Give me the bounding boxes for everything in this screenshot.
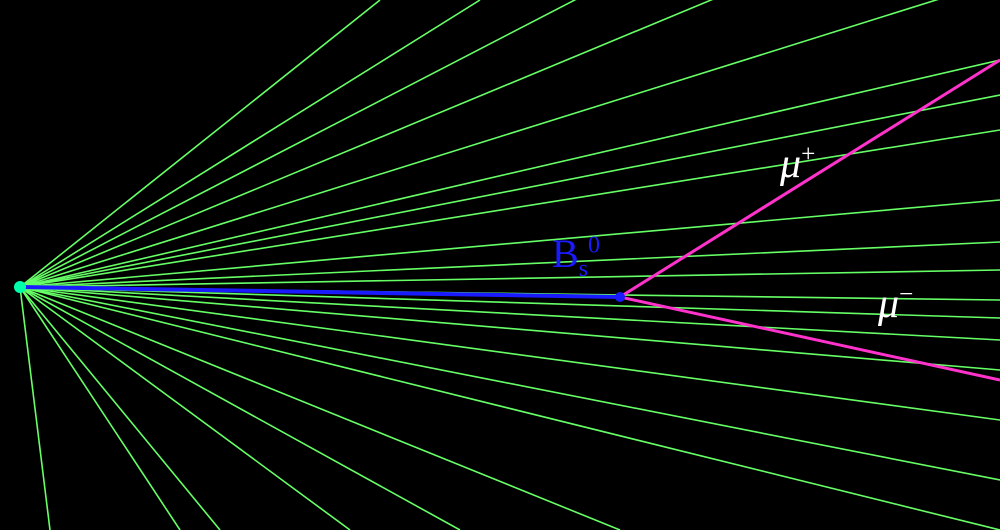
bs-sup: 0 <box>588 233 600 259</box>
bs-sub: s <box>579 256 588 282</box>
background-track <box>20 287 180 530</box>
background-track <box>20 287 350 530</box>
background-track <box>20 60 1000 287</box>
track-canvas <box>0 0 1000 530</box>
background-track <box>20 130 1000 287</box>
bs-meson-label: Bs0 <box>552 230 600 277</box>
mu-minus-sup: − <box>899 281 913 308</box>
background-track <box>20 242 1000 287</box>
background-track <box>20 287 1000 370</box>
mu-minus-track <box>620 297 1000 380</box>
background-tracks <box>20 0 1000 530</box>
mu-plus-base: μ <box>780 141 801 187</box>
background-track <box>20 270 1000 287</box>
mu-plus-label: μ+ <box>780 140 815 188</box>
background-track <box>20 287 1000 420</box>
background-track <box>20 287 1000 480</box>
background-track <box>20 0 380 287</box>
mu-minus-label: μ− <box>878 280 913 328</box>
event-display: Bs0 μ+ μ− <box>0 0 1000 530</box>
background-track <box>20 287 620 530</box>
primary-vertex <box>14 281 26 293</box>
background-track <box>20 95 1000 287</box>
background-track <box>20 200 1000 287</box>
background-track <box>20 287 460 530</box>
background-track <box>20 287 220 530</box>
mu-minus-base: μ <box>878 281 899 327</box>
secondary-vertex <box>615 292 625 302</box>
mu-plus-sup: + <box>801 141 815 168</box>
background-track <box>20 287 1000 530</box>
background-track <box>20 287 50 530</box>
bs-base: B <box>552 231 579 276</box>
background-track <box>20 0 480 287</box>
